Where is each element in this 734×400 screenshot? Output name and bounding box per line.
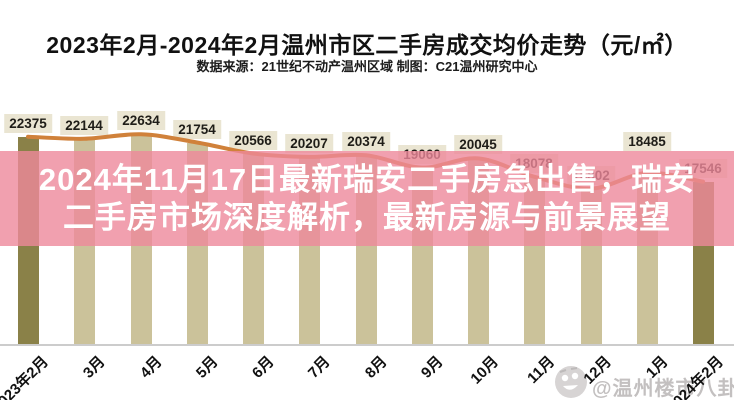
x-axis-label: 9月 (417, 353, 447, 382)
bar-value-label: 21754 (173, 119, 221, 139)
bar-value-label: 22375 (4, 113, 52, 133)
headline-banner: 2024年11月17日最新瑞安二手房急出售，瑞安 二手房市场深度解析，最新房源与… (0, 151, 734, 246)
bar-value-label: 20374 (342, 132, 390, 152)
x-axis-label: 8月 (361, 353, 391, 382)
x-axis-label: 4月 (136, 353, 166, 382)
bar-value-label: 22144 (60, 115, 108, 135)
x-axis-label: 3月 (79, 353, 109, 382)
bar-value-label: 18485 (623, 131, 671, 151)
x-axis-label: 2023年2月 (0, 353, 53, 400)
bar-value-label: 22634 (117, 111, 165, 131)
x-axis-label: 7月 (304, 353, 334, 382)
headline-line-2: 二手房市场深度解析，最新房源与前景展望 (63, 199, 671, 235)
x-axis-label: 6月 (248, 353, 278, 382)
x-axis-label: 5月 (192, 353, 222, 382)
watermark-text: @温州楼市八卦 (592, 378, 734, 400)
chart-title: 2023年2月-2024年2月温州市区二手房成交均价走势（元/㎡） (46, 32, 688, 58)
chart-subtitle: 数据来源：21世纪不动产温州区域 制图：C21温州研究中心 (196, 59, 538, 74)
emoji-face-icon (551, 361, 591, 400)
x-axis-line (0, 344, 734, 346)
x-axis-label: 10月 (467, 353, 503, 388)
headline-line-1: 2024年11月17日最新瑞安二手房急出售，瑞安 (38, 161, 696, 197)
bar-value-label: 20566 (229, 130, 277, 150)
